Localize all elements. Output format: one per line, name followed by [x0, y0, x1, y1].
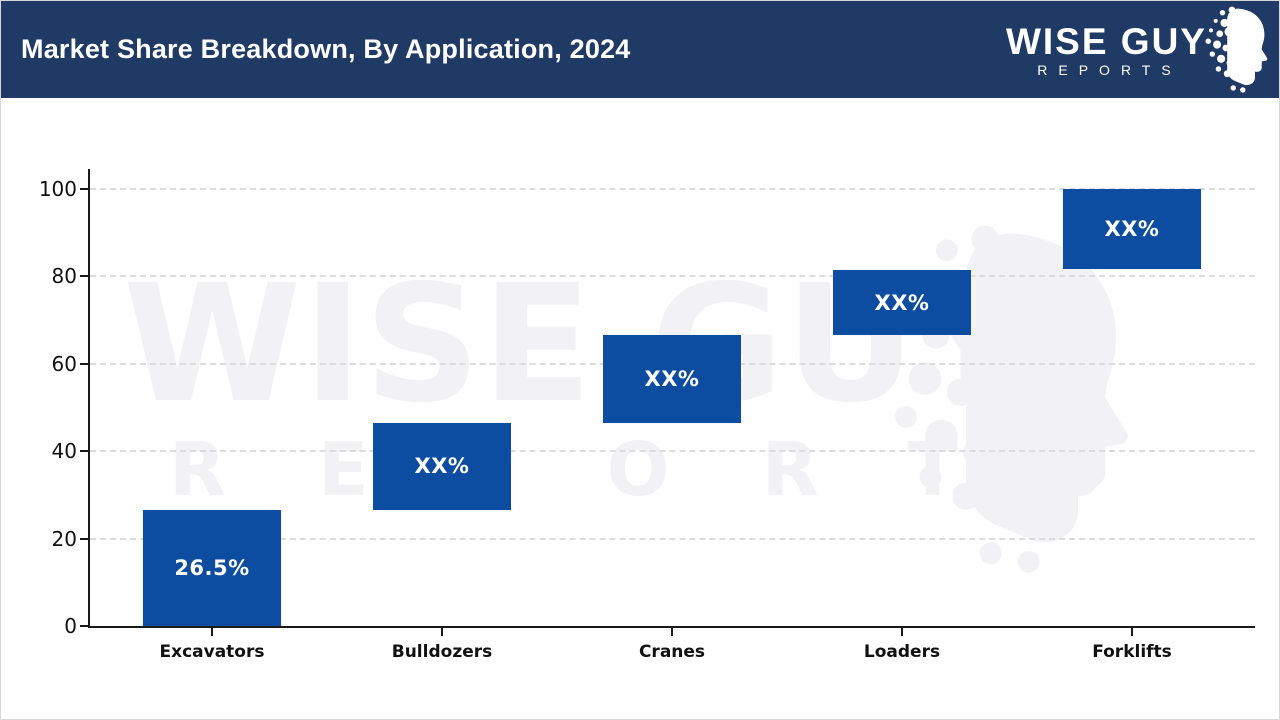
gridline: [90, 450, 1255, 452]
bar-loaders: XX%: [833, 270, 971, 336]
x-tick-label: Cranes: [638, 642, 706, 662]
bar-excavators: 26.5%: [143, 510, 281, 626]
page-title: Market Share Breakdown, By Application, …: [21, 34, 631, 64]
y-tick: [80, 625, 88, 627]
x-tick: [211, 628, 213, 636]
logo-text: WISE GUY REPORTS: [1006, 23, 1207, 77]
logo: WISE GUY REPORTS: [1006, 6, 1279, 94]
gridline: [90, 537, 1255, 540]
face-logo-icon: [1205, 6, 1268, 93]
x-tick-label: Forklifts: [1092, 642, 1172, 662]
bar-value-label: XX%: [644, 366, 700, 391]
x-tick-label: Bulldozers: [391, 642, 493, 662]
y-tick: [80, 537, 88, 540]
gridline: [90, 187, 1255, 190]
y-tick-label: 60: [51, 351, 77, 376]
y-tick: [80, 362, 88, 365]
y-tick: [80, 275, 88, 277]
y-tick-label: 20: [51, 526, 77, 551]
x-tick: [441, 628, 443, 636]
y-tick-label: 80: [51, 264, 77, 288]
header: Market Share Breakdown, By Application, …: [1, 1, 1279, 98]
bar-value-label: XX%: [874, 290, 930, 315]
logo-name: WISE GUY: [1005, 20, 1207, 62]
bar-bulldozers: XX%: [373, 422, 511, 511]
x-tick-label: Excavators: [159, 642, 265, 662]
x-tick: [1131, 628, 1133, 636]
bar-cranes: XX%: [603, 335, 741, 423]
y-tick-label: 100: [38, 176, 77, 201]
x-tick: [671, 628, 673, 636]
bar-forklifts: XX%: [1063, 188, 1201, 270]
bar-value-label: 26.5%: [174, 556, 250, 581]
y-tick-label: 0: [64, 614, 77, 638]
logo-subtitle: REPORTS: [1037, 61, 1182, 78]
x-tick: [901, 628, 903, 636]
watermark-subtext: REPORTS: [169, 427, 1196, 513]
x-tick-label: Loaders: [863, 642, 941, 662]
y-axis-line: [88, 169, 90, 628]
x-axis-line: [88, 626, 1255, 628]
bar-value-label: XX%: [1104, 216, 1160, 241]
y-tick: [80, 450, 88, 452]
y-tick-label: 40: [51, 439, 77, 463]
gridline: [90, 275, 1255, 277]
y-tick: [80, 187, 88, 190]
bar-value-label: XX%: [414, 454, 470, 479]
